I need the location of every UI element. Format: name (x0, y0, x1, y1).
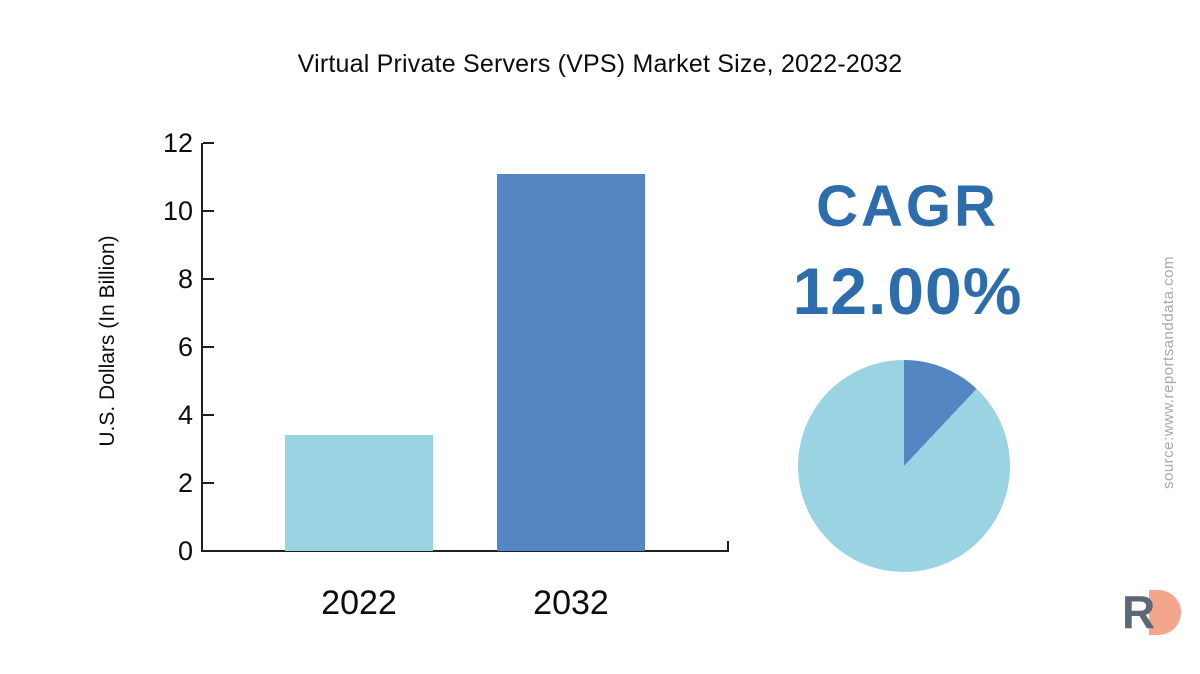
y-axis-label: U.S. Dollars (In Billion) (96, 235, 119, 447)
y-tick-label: 6 (177, 332, 193, 362)
x-tick-label-2022: 2022 (321, 584, 397, 622)
y-tick-mark (203, 482, 214, 484)
y-tick-label: 2 (177, 468, 193, 498)
y-tick-mark (203, 346, 214, 348)
cagr-label: CAGR (816, 174, 999, 239)
cagr-pie-chart (798, 360, 1010, 572)
y-tick-mark (203, 142, 214, 144)
cagr-value: 12.00% (792, 254, 1023, 328)
logo-letter-r: R (1122, 586, 1156, 638)
y-tick-label: 8 (177, 264, 193, 294)
y-tick-label: 0 (177, 536, 193, 566)
x-tick-label-2032: 2032 (533, 584, 609, 622)
y-tick-mark (203, 414, 214, 416)
brand-logo: R (1122, 588, 1186, 640)
x-axis-line (201, 550, 729, 552)
chart-title: Virtual Private Servers (VPS) Market Siz… (297, 50, 903, 78)
y-tick-mark (203, 210, 214, 212)
y-axis-line (201, 143, 203, 552)
y-tick-label: 10 (162, 196, 193, 226)
y-tick-label: 4 (177, 400, 193, 430)
y-tick-label: 12 (162, 128, 193, 158)
y-tick-mark (203, 278, 214, 280)
bar-2022 (285, 435, 433, 551)
bar-2032 (497, 174, 645, 551)
source-note: source:www.reportsanddata.com (1160, 256, 1177, 489)
x-axis-end-cap (727, 541, 729, 552)
